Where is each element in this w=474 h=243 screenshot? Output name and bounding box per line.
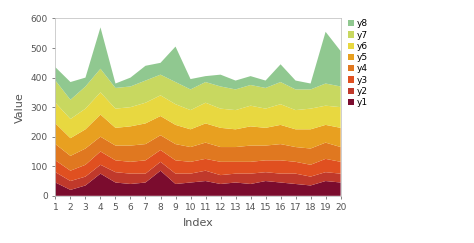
- X-axis label: Index: Index: [182, 218, 213, 228]
- Legend: y8, y7, y6, y5, y4, y3, y2, y1: y8, y7, y6, y5, y4, y3, y2, y1: [348, 19, 368, 107]
- Y-axis label: Value: Value: [15, 92, 25, 122]
